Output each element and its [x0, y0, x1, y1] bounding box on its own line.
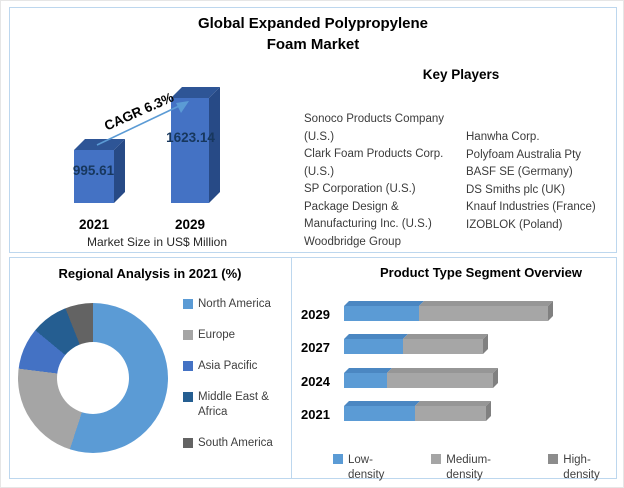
market-overview-panel — [9, 7, 617, 253]
stacked-bar — [344, 301, 553, 321]
legend-swatch-icon — [183, 330, 193, 340]
key-players-column-right: Hanwha Corp. Polyfoam Australia Pty BASF… — [466, 129, 622, 234]
regional-donut-chart — [18, 303, 168, 453]
segment-low-density — [344, 334, 408, 354]
regional-legend: North America Europe Asia Pacific Middle… — [183, 297, 287, 451]
page-title-line1: Global Expanded Polypropylene — [197, 15, 429, 32]
key-player-item: DS Smiths plc (UK) — [466, 183, 566, 196]
key-player-item: BASF SE (Germany) — [466, 166, 573, 178]
key-player-item: SP Corporation (U.S.) — [304, 183, 416, 195]
bar-year-2029: 2029 — [174, 217, 206, 232]
segment-top-face — [344, 401, 420, 406]
stacked-bar-row-2029: 2029 — [301, 301, 553, 322]
segment-top-face — [419, 301, 553, 306]
legend-swatch-icon — [333, 454, 343, 464]
key-player-item: Knauf Industries (France) — [466, 201, 596, 213]
segment-high-density — [483, 334, 488, 354]
segment-top-face — [415, 401, 491, 406]
key-player-item: Hanwha Corp. — [466, 131, 540, 143]
legend-label: North America — [198, 298, 271, 310]
segment-high-density — [486, 401, 491, 421]
legend-label: Low-density — [348, 454, 385, 481]
stacked-bar-row-2024: 2024 — [301, 368, 498, 389]
legend-label: South America — [198, 437, 273, 449]
stacked-bar-row-2021: 2021 — [301, 401, 491, 422]
regional-analysis-title: Regional Analysis in 2021 (%) — [58, 266, 242, 281]
legend-item-high-density: High-density — [548, 453, 623, 483]
row-year-label: 2021 — [301, 407, 330, 422]
legend-swatch-icon — [183, 299, 193, 309]
legend-label: High-density — [563, 454, 600, 481]
legend-swatch-icon — [183, 361, 193, 371]
segment-top-face — [387, 368, 498, 373]
page-title-line2: Foam Market — [266, 36, 360, 53]
row-year-label: 2027 — [301, 340, 330, 355]
key-player-item: Sonoco Products Company (U.S.) — [304, 113, 444, 143]
stacked-bar — [344, 401, 491, 421]
segment-medium-density — [415, 401, 491, 421]
segment-medium-density — [419, 301, 553, 321]
donut-hole — [57, 342, 129, 414]
bar-front-face — [74, 139, 125, 203]
segment-medium-density — [387, 368, 498, 388]
row-year-label: 2029 — [301, 307, 330, 322]
legend-item-north-america: North America — [183, 297, 287, 312]
cagr-growth-arrow-icon — [96, 101, 189, 146]
legend-item-middle-east-africa: Middle East & Africa — [183, 390, 287, 420]
key-player-item: Polyfoam Australia Pty — [466, 148, 582, 161]
key-player-item: Woodbridge Group — [304, 235, 401, 248]
product-segment-title: Product Type Segment Overview — [379, 265, 583, 280]
legend-item-medium-density: Medium-density — [431, 453, 522, 483]
segment-top-face — [344, 301, 424, 306]
segment-low-density — [344, 401, 420, 421]
market-size-caption: Market Size in US$ Million — [86, 235, 228, 249]
product-legend: Low-density Medium-density High-density — [333, 453, 623, 483]
key-player-item: Clark Foam Products Corp. (U.S.) — [304, 148, 444, 178]
bar-year-2021: 2021 — [78, 217, 110, 232]
legend-label: Medium-density — [446, 454, 492, 481]
bar-front-face — [171, 87, 220, 203]
stacked-bar — [344, 334, 488, 354]
segment-top-face — [344, 334, 408, 339]
legend-item-low-density: Low-density — [333, 453, 405, 483]
stacked-bar-row-2027: 2027 — [301, 334, 488, 355]
stacked-bar — [344, 368, 498, 388]
market-bar-2029 — [171, 87, 220, 203]
legend-swatch-icon — [183, 438, 193, 448]
segment-high-density — [548, 301, 553, 321]
page-title: Global Expanded Polypropylene Foam Marke… — [9, 13, 617, 55]
segment-medium-density — [403, 334, 488, 354]
segment-top-face — [403, 334, 488, 339]
segment-high-density — [493, 368, 498, 388]
key-player-item: Package Design & Manufacturing Inc. (U.S… — [304, 200, 432, 231]
legend-label: Europe — [198, 329, 236, 341]
legend-swatch-icon — [548, 454, 559, 464]
row-year-label: 2024 — [301, 374, 330, 389]
legend-item-europe: Europe — [183, 328, 287, 343]
key-players-column-left: Sonoco Products Company (U.S.) Clark Foa… — [304, 111, 459, 251]
legend-label: Middle East & Africa — [198, 391, 269, 418]
key-players-heading: Key Players — [422, 67, 500, 82]
bar-value-2021: 995.61 — [72, 163, 115, 178]
legend-swatch-icon — [431, 454, 442, 464]
legend-swatch-icon — [183, 392, 193, 402]
segment-low-density — [344, 368, 392, 388]
segment-top-face — [344, 368, 392, 373]
legend-item-south-america: South America — [183, 436, 287, 451]
market-bar-2021 — [74, 139, 125, 203]
segment-low-density — [344, 301, 424, 321]
legend-label: Asia Pacific — [198, 360, 258, 372]
legend-item-asia-pacific: Asia Pacific — [183, 359, 287, 374]
key-player-item: IZOBLOK (Poland) — [466, 218, 563, 231]
bar-value-2029: 1623.14 — [166, 130, 215, 145]
